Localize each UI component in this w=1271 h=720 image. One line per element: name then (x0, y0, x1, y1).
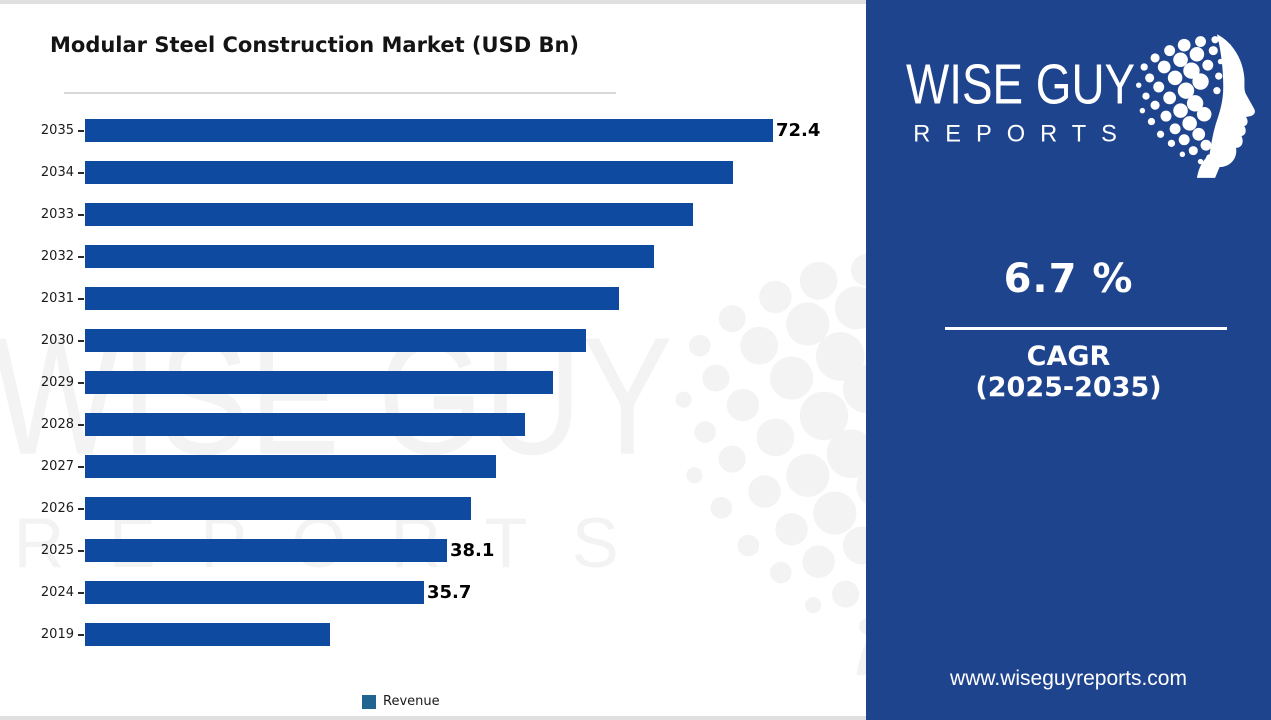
cagr-divider (945, 327, 1227, 330)
revenue-bar (85, 497, 471, 520)
axis-tick (78, 550, 84, 552)
bar-row: 2032 (0, 245, 866, 268)
legend-swatch (362, 694, 376, 709)
bar-row: 2026 (0, 497, 866, 520)
axis-tick (78, 298, 84, 300)
cagr-range: (2025-2035) (975, 372, 1162, 403)
year-label: 2034 (40, 165, 74, 180)
revenue-bar (85, 329, 586, 352)
bar-row: 2027 (0, 455, 866, 478)
year-label: 2030 (40, 333, 74, 348)
revenue-bar (85, 455, 496, 478)
year-label: 2027 (40, 459, 74, 474)
axis-tick (78, 508, 84, 510)
year-label: 2035 (40, 123, 74, 138)
axis-tick (78, 466, 84, 468)
axis-tick (78, 382, 84, 384)
bar-row: 2035 72.4 (0, 119, 866, 142)
cagr-label: CAGR (1026, 341, 1111, 372)
legend: Revenue (362, 694, 440, 709)
brand-sidebar: 6.7 % CAGR (2025-2035) www.wiseguyreport… (866, 0, 1271, 720)
year-label: 2031 (40, 291, 74, 306)
year-label: 2032 (40, 249, 74, 264)
revenue-bar (85, 413, 525, 436)
axis-tick (78, 424, 84, 426)
year-label: 2025 (40, 543, 74, 558)
bottom-border (0, 716, 866, 720)
chart-title: Modular Steel Construction Market (USD B… (50, 33, 579, 57)
axis-tick (78, 634, 84, 636)
axis-tick (78, 256, 84, 258)
year-label: 2028 (40, 417, 74, 432)
revenue-bar (85, 539, 447, 562)
revenue-bar (85, 203, 693, 226)
year-label: 2029 (40, 375, 74, 390)
revenue-bar (85, 161, 733, 184)
axis-tick (78, 214, 84, 216)
legend-label: Revenue (383, 694, 440, 709)
bar-row: 2033 (0, 203, 866, 226)
wise-guy-reports-logo (906, 34, 1256, 180)
value-label: 38.1 (450, 540, 495, 561)
revenue-bar (85, 119, 773, 142)
revenue-bar (85, 371, 553, 394)
website-url: www.wiseguyreports.com (950, 667, 1187, 690)
bar-row: 2029 (0, 371, 866, 394)
year-label: 2026 (40, 501, 74, 516)
axis-tick (78, 592, 84, 594)
revenue-bar (85, 245, 654, 268)
top-border (0, 0, 866, 4)
bar-row: 2025 38.1 (0, 539, 866, 562)
value-label: 35.7 (427, 582, 472, 603)
bar-row: 2028 (0, 413, 866, 436)
cagr-value: 6.7 % (1003, 256, 1134, 302)
axis-tick (78, 130, 84, 132)
bar-plot: 2035 72.4 2034 2033 2032 2031 2030 2029 2028 2027… (0, 119, 866, 659)
axis-tick (78, 340, 84, 342)
title-underline (64, 92, 616, 94)
year-label: 2019 (40, 627, 74, 642)
year-label: 2033 (40, 207, 74, 222)
bar-row: 2034 (0, 161, 866, 184)
bar-row: 2024 35.7 (0, 581, 866, 604)
revenue-bar (85, 623, 330, 646)
axis-tick (78, 172, 84, 174)
bar-row: 2019 (0, 623, 866, 646)
bar-row: 2030 (0, 329, 866, 352)
bar-row: 2031 (0, 287, 866, 310)
chart-panel: Modular Steel Construction Market (USD B… (0, 0, 866, 720)
revenue-bar (85, 287, 619, 310)
revenue-bar (85, 581, 424, 604)
value-label: 72.4 (776, 120, 821, 141)
year-label: 2024 (40, 585, 74, 600)
